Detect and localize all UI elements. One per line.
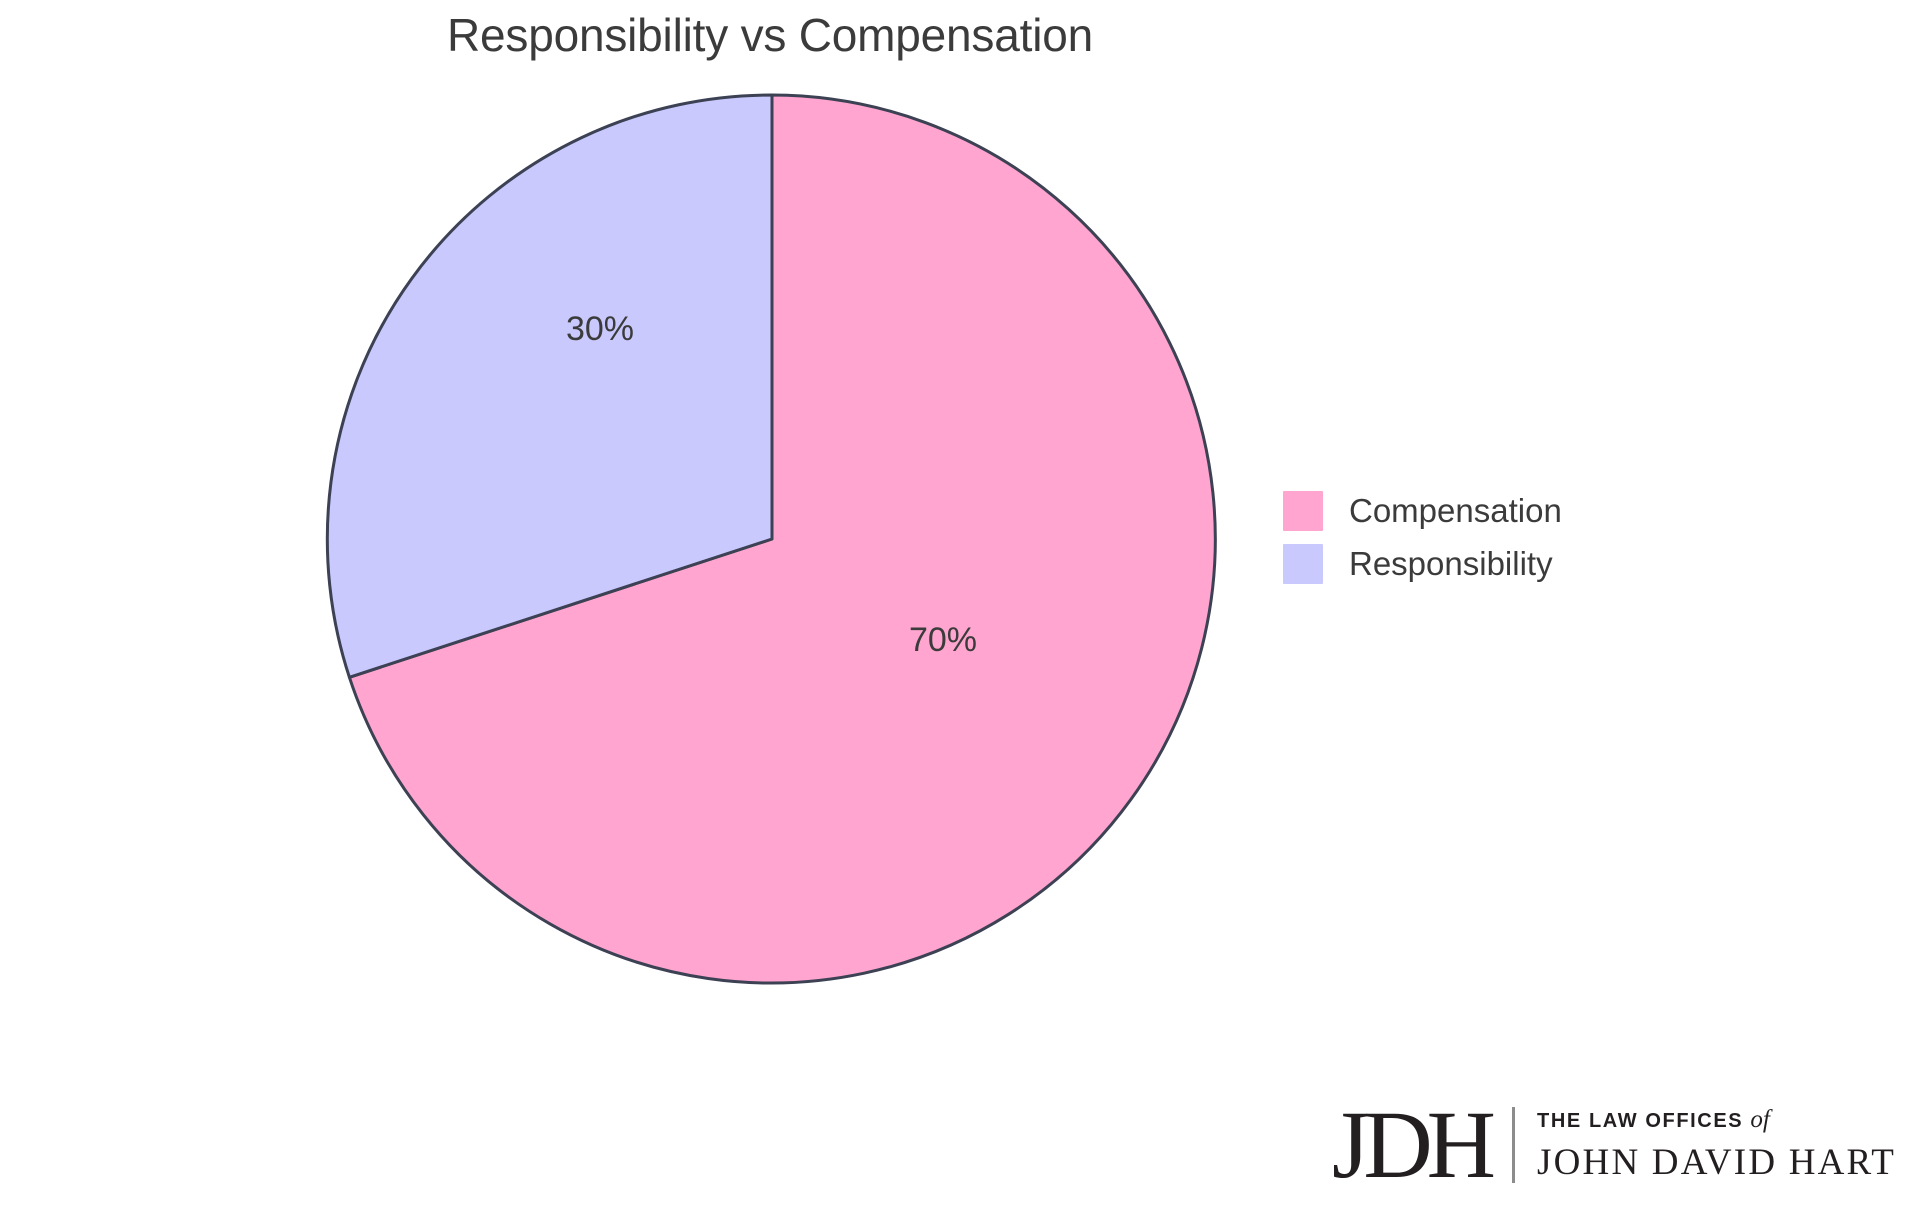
pie-slice-responsibility[interactable] [325, 93, 774, 679]
jdh-logo: JDH THE LAW OFFICES of JOHN DAVID HART [1331, 1090, 1896, 1198]
pie-chart: 30% 70% [325, 93, 1218, 985]
legend-swatch-responsibility [1283, 543, 1323, 584]
chart-title: Responsibility vs Compensation [447, 9, 1093, 61]
pie-label-compensation: 70% [909, 621, 977, 659]
legend-label-responsibility: Responsibility [1349, 545, 1553, 582]
legend-item-responsibility[interactable]: Responsibility [1283, 537, 1562, 590]
logo-text-block: THE LAW OFFICES of JOHN DAVID HART [1537, 1106, 1896, 1184]
legend-swatch-compensation [1283, 490, 1323, 531]
logo-tagline: THE LAW OFFICES of [1537, 1106, 1896, 1134]
pie-slice-compensation[interactable] [347, 93, 1217, 985]
pie-label-responsibility: 30% [566, 310, 634, 348]
pie-chart-svg: 30% 70% [325, 93, 1217, 985]
logo-tagline-of: of [1750, 1106, 1770, 1133]
legend-label-compensation: Compensation [1349, 492, 1562, 529]
jdh-monogram: JDH [1331, 1090, 1496, 1198]
legend-item-compensation[interactable]: Compensation [1283, 484, 1562, 537]
logo-tagline-prefix: THE LAW OFFICES [1537, 1110, 1744, 1132]
logo-firm-name: JOHN DAVID HART [1537, 1142, 1896, 1183]
chart-legend: Compensation Responsibility [1283, 484, 1562, 590]
logo-divider [1512, 1107, 1515, 1183]
